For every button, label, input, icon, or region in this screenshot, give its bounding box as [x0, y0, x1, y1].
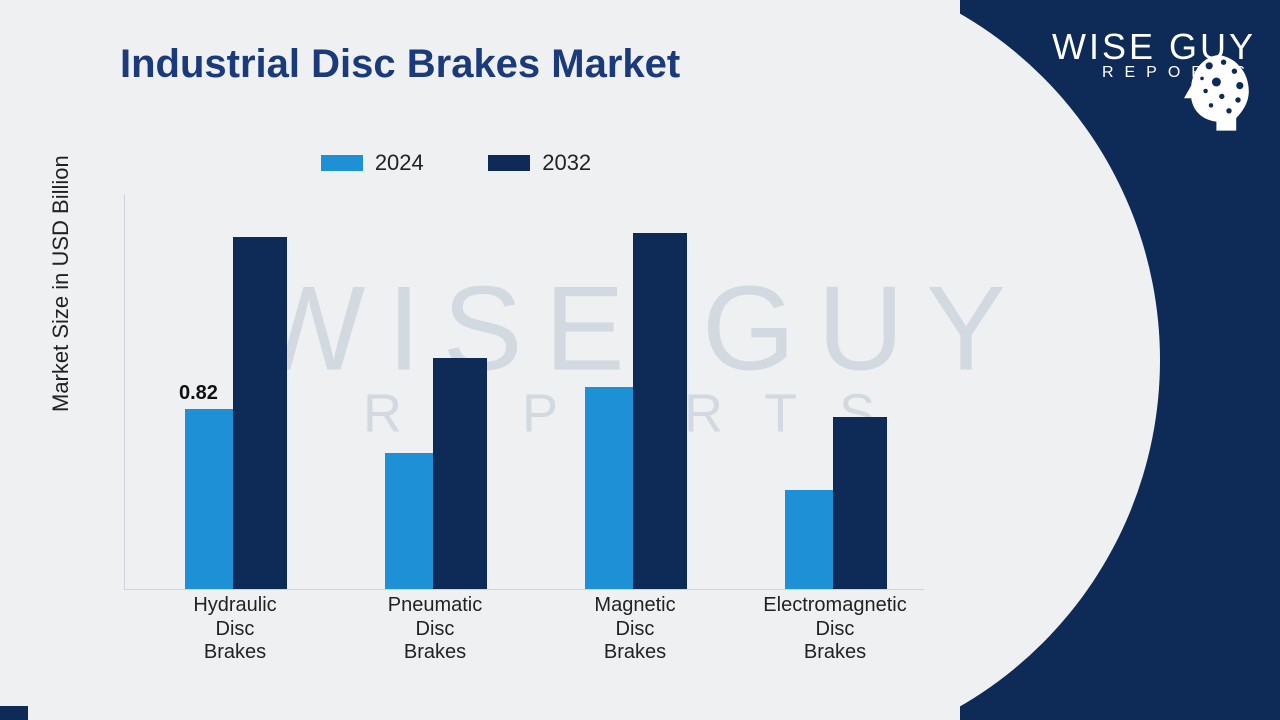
bar-chart: Market Size in USD Billion 2024 2032 0.8…: [56, 152, 926, 672]
chart-title: Industrial Disc Brakes Market: [120, 42, 680, 87]
bar-2024: [385, 453, 439, 589]
legend-swatch-2032: [488, 155, 530, 171]
bar-2032: [433, 358, 487, 589]
bar-2032: [833, 417, 887, 589]
x-tick-label: Electromagnetic Disc Brakes: [745, 594, 925, 665]
plot-area: 0.82: [124, 194, 924, 590]
x-tick-label: Hydraulic Disc Brakes: [145, 594, 325, 665]
bar-2024: [585, 387, 639, 589]
bar-2032: [633, 233, 687, 589]
brand-head-icon: [1166, 46, 1256, 136]
bar-2024: [185, 409, 239, 589]
legend: 2024 2032: [56, 150, 856, 176]
legend-item-2032: 2032: [488, 150, 591, 176]
accent-bar: [0, 706, 28, 720]
bar-2024: [785, 490, 839, 589]
brand-logo: WISE GUY REPORTS: [1052, 26, 1256, 82]
legend-label-2024: 2024: [375, 150, 424, 176]
y-axis-label: Market Size in USD Billion: [48, 155, 74, 412]
bar-value-label: 0.82: [179, 382, 218, 405]
legend-item-2024: 2024: [321, 150, 424, 176]
legend-swatch-2024: [321, 155, 363, 171]
x-tick-label: Magnetic Disc Brakes: [545, 594, 725, 665]
bar-2032: [233, 237, 287, 589]
legend-label-2032: 2032: [542, 150, 591, 176]
x-tick-label: Pneumatic Disc Brakes: [345, 594, 525, 665]
